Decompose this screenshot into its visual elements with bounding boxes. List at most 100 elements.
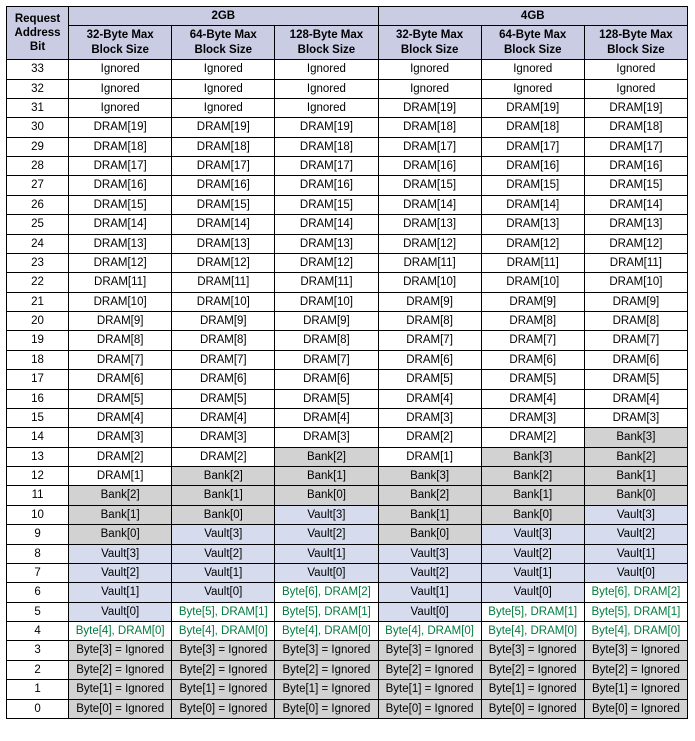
value-cell: Byte[4], DRAM[0] xyxy=(378,622,481,641)
table-row: 15DRAM[4]DRAM[4]DRAM[4]DRAM[3]DRAM[3]DRA… xyxy=(7,408,688,427)
value-cell: DRAM[9] xyxy=(172,312,275,331)
value-cell: DRAM[10] xyxy=(172,292,275,311)
table-row: 0Byte[0] = IgnoredByte[0] = IgnoredByte[… xyxy=(7,699,688,718)
value-cell: Vault[0] xyxy=(172,583,275,602)
header-2gb-64: 64-Byte MaxBlock Size xyxy=(172,26,275,60)
value-cell: DRAM[3] xyxy=(69,428,172,447)
value-cell: DRAM[10] xyxy=(275,292,378,311)
bit-cell: 19 xyxy=(7,331,69,350)
value-cell: DRAM[6] xyxy=(172,370,275,389)
value-cell: DRAM[18] xyxy=(584,118,687,137)
value-cell: Byte[5], DRAM[1] xyxy=(584,602,687,621)
value-cell: Byte[4], DRAM[0] xyxy=(172,622,275,641)
value-cell: DRAM[14] xyxy=(378,195,481,214)
value-cell: Bank[0] xyxy=(481,505,584,524)
bit-cell: 21 xyxy=(7,292,69,311)
bit-cell: 24 xyxy=(7,234,69,253)
value-cell: DRAM[14] xyxy=(584,195,687,214)
value-cell: Bank[2] xyxy=(172,467,275,486)
value-cell: DRAM[11] xyxy=(481,253,584,272)
bit-cell: 33 xyxy=(7,60,69,79)
header-2gb: 2GB xyxy=(69,7,378,26)
value-cell: DRAM[8] xyxy=(172,331,275,350)
value-cell: DRAM[1] xyxy=(69,467,172,486)
value-cell: DRAM[9] xyxy=(69,312,172,331)
bit-cell: 17 xyxy=(7,370,69,389)
table-row: 17DRAM[6]DRAM[6]DRAM[6]DRAM[5]DRAM[5]DRA… xyxy=(7,370,688,389)
value-cell: Ignored xyxy=(275,98,378,117)
header-row-2: 32-Byte MaxBlock Size 64-Byte MaxBlock S… xyxy=(7,26,688,60)
header-bit: RequestAddressBit xyxy=(7,7,69,60)
value-cell: Byte[0] = Ignored xyxy=(172,699,275,718)
value-cell: DRAM[7] xyxy=(378,331,481,350)
value-cell: DRAM[18] xyxy=(172,137,275,156)
value-cell: Bank[2] xyxy=(481,467,584,486)
value-cell: Byte[5], DRAM[1] xyxy=(481,602,584,621)
value-cell: DRAM[17] xyxy=(481,137,584,156)
value-cell: Ignored xyxy=(69,60,172,79)
value-cell: DRAM[5] xyxy=(172,389,275,408)
value-cell: Bank[0] xyxy=(584,486,687,505)
value-cell: Byte[1] = Ignored xyxy=(172,680,275,699)
value-cell: Ignored xyxy=(584,60,687,79)
value-cell: DRAM[10] xyxy=(481,273,584,292)
value-cell: DRAM[7] xyxy=(275,350,378,369)
value-cell: DRAM[10] xyxy=(584,273,687,292)
value-cell: DRAM[11] xyxy=(378,253,481,272)
value-cell: Byte[3] = Ignored xyxy=(172,641,275,660)
table-row: 31IgnoredIgnoredIgnoredDRAM[19]DRAM[19]D… xyxy=(7,98,688,117)
bit-cell: 1 xyxy=(7,680,69,699)
header-2gb-32: 32-Byte MaxBlock Size xyxy=(69,26,172,60)
table-row: 2Byte[2] = IgnoredByte[2] = IgnoredByte[… xyxy=(7,660,688,679)
bit-cell: 22 xyxy=(7,273,69,292)
value-cell: Byte[6], DRAM[2] xyxy=(275,583,378,602)
value-cell: Bank[3] xyxy=(584,428,687,447)
value-cell: DRAM[8] xyxy=(69,331,172,350)
value-cell: Ignored xyxy=(275,60,378,79)
value-cell: DRAM[8] xyxy=(275,331,378,350)
value-cell: Bank[0] xyxy=(378,525,481,544)
value-cell: DRAM[5] xyxy=(378,370,481,389)
value-cell: Bank[1] xyxy=(275,467,378,486)
value-cell: Bank[0] xyxy=(69,525,172,544)
value-cell: Vault[1] xyxy=(275,544,378,563)
value-cell: DRAM[17] xyxy=(378,137,481,156)
bit-cell: 15 xyxy=(7,408,69,427)
value-cell: Byte[2] = Ignored xyxy=(69,660,172,679)
bit-cell: 11 xyxy=(7,486,69,505)
value-cell: DRAM[19] xyxy=(481,98,584,117)
table-row: 24DRAM[13]DRAM[13]DRAM[13]DRAM[12]DRAM[1… xyxy=(7,234,688,253)
value-cell: DRAM[5] xyxy=(481,370,584,389)
value-cell: DRAM[8] xyxy=(378,312,481,331)
table-row: 19DRAM[8]DRAM[8]DRAM[8]DRAM[7]DRAM[7]DRA… xyxy=(7,331,688,350)
value-cell: DRAM[11] xyxy=(584,253,687,272)
table-row: 14DRAM[3]DRAM[3]DRAM[3]DRAM[2]DRAM[2]Ban… xyxy=(7,428,688,447)
table-row: 25DRAM[14]DRAM[14]DRAM[14]DRAM[13]DRAM[1… xyxy=(7,215,688,234)
bit-cell: 27 xyxy=(7,176,69,195)
value-cell: Byte[4], DRAM[0] xyxy=(69,622,172,641)
value-cell: Bank[2] xyxy=(69,486,172,505)
table-row: 26DRAM[15]DRAM[15]DRAM[15]DRAM[14]DRAM[1… xyxy=(7,195,688,214)
value-cell: Vault[1] xyxy=(69,583,172,602)
value-cell: DRAM[19] xyxy=(378,98,481,117)
value-cell: Vault[1] xyxy=(378,583,481,602)
value-cell: DRAM[13] xyxy=(275,234,378,253)
value-cell: Bank[1] xyxy=(69,505,172,524)
value-cell: DRAM[17] xyxy=(69,157,172,176)
value-cell: DRAM[11] xyxy=(275,273,378,292)
value-cell: DRAM[1] xyxy=(378,447,481,466)
header-4gb-64: 64-Byte MaxBlock Size xyxy=(481,26,584,60)
table-row: 18DRAM[7]DRAM[7]DRAM[7]DRAM[6]DRAM[6]DRA… xyxy=(7,350,688,369)
value-cell: DRAM[7] xyxy=(481,331,584,350)
value-cell: DRAM[16] xyxy=(481,157,584,176)
value-cell: Ignored xyxy=(69,98,172,117)
value-cell: DRAM[5] xyxy=(275,389,378,408)
value-cell: Vault[0] xyxy=(481,583,584,602)
bit-cell: 18 xyxy=(7,350,69,369)
bit-cell: 16 xyxy=(7,389,69,408)
value-cell: DRAM[9] xyxy=(584,292,687,311)
value-cell: Vault[2] xyxy=(69,563,172,582)
value-cell: DRAM[16] xyxy=(172,176,275,195)
value-cell: DRAM[2] xyxy=(172,447,275,466)
value-cell: Byte[4], DRAM[0] xyxy=(275,622,378,641)
